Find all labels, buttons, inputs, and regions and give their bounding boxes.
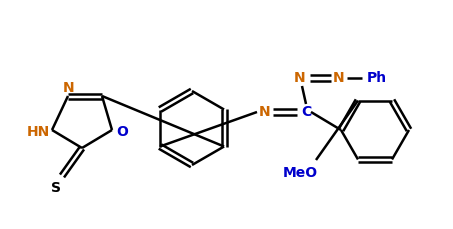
Text: MeO: MeO [282, 166, 318, 180]
Text: O: O [116, 125, 128, 139]
Text: N: N [294, 71, 306, 85]
Text: Ph: Ph [367, 71, 387, 85]
Text: C: C [301, 105, 311, 119]
Text: N: N [333, 71, 345, 85]
Text: S: S [51, 181, 61, 195]
Text: HN: HN [26, 125, 50, 139]
Text: N: N [259, 105, 271, 119]
Text: N: N [63, 81, 75, 95]
